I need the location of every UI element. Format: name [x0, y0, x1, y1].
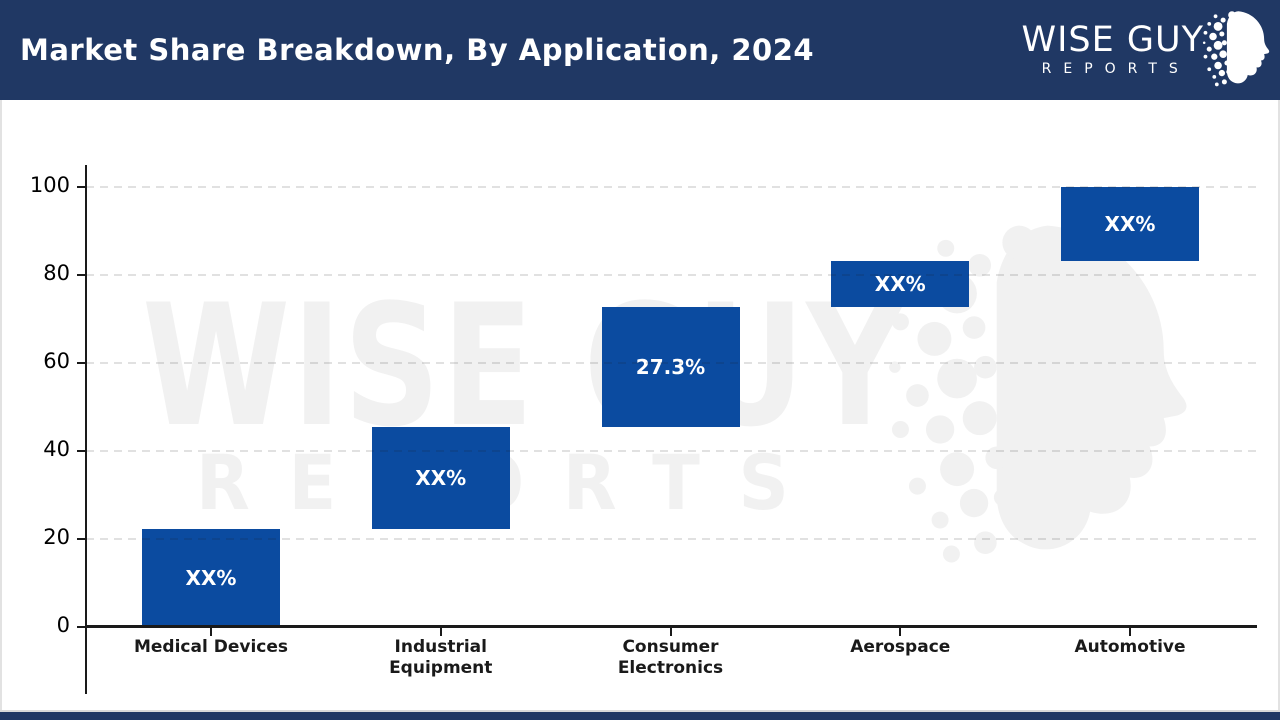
footer-bar: [0, 712, 1280, 720]
y-tick-mark-40: [77, 450, 85, 452]
logo-subtitle: REPORTS: [1041, 61, 1190, 77]
right-border: [1278, 100, 1280, 712]
y-tick-label-80: 80: [43, 261, 70, 285]
gridline-100: [86, 186, 1256, 188]
logo-text: WISE GUY REPORTS: [1021, 20, 1204, 77]
bar-consumer-electronics: 27.3%: [601, 307, 740, 428]
y-tick-label-60: 60: [43, 349, 70, 373]
y-tick-label-0: 0: [56, 613, 70, 637]
y-tick-mark-60: [77, 362, 85, 364]
left-border: [0, 100, 2, 712]
x-tick-mark-5: [1129, 628, 1131, 636]
bar-aerospace: XX%: [831, 260, 970, 308]
gridline-40: [86, 450, 1256, 452]
x-tick-mark-1: [210, 628, 212, 636]
bar-value-label: XX%: [874, 272, 926, 296]
y-tick-label-20: 20: [43, 525, 70, 549]
x-tick-label-4: Aerospace: [850, 637, 951, 657]
y-tick-mark-20: [77, 538, 85, 540]
x-axis-line: [85, 625, 1257, 628]
y-tick-mark-80: [77, 274, 85, 276]
bar-value-label: XX%: [185, 565, 237, 590]
gridline-60: [86, 362, 1256, 364]
page-title: Market Share Breakdown, By Application, …: [20, 33, 815, 67]
x-tick-mark-4: [899, 628, 902, 636]
logo-wordmark: WISE GUY: [1021, 20, 1204, 60]
chart-area: 0 20 40 60 80 100 XX% Medical Devices XX% Industr…: [0, 100, 1280, 712]
y-tick-label-40: 40: [43, 437, 70, 461]
watermark-text-primary: WISE GUY: [142, 268, 906, 464]
x-tick-mark-3: [669, 628, 672, 636]
bar-value-label: XX%: [1104, 211, 1156, 236]
header-bar: Market Share Breakdown, By Application, …: [0, 0, 1280, 100]
x-tick-mark-2: [439, 628, 442, 636]
bar-medical-devices: XX%: [142, 528, 280, 627]
wiseguy-head-icon: [1198, 10, 1276, 92]
bar-automotive: XX%: [1061, 187, 1199, 261]
gridline-80: [86, 274, 1256, 276]
wiseguy-logo: WISE GUY REPORTS: [1020, 8, 1270, 94]
bar-value-label: XX%: [415, 466, 467, 491]
y-tick-mark-100: [77, 186, 85, 188]
y-tick-mark-0: [77, 626, 85, 628]
gridline-20: [86, 538, 1256, 540]
y-axis-line: [85, 165, 87, 694]
footer-hairline: [0, 710, 1280, 712]
bar-value-label: 27.3%: [635, 355, 706, 380]
x-tick-label-1: Medical Devices: [133, 637, 288, 657]
y-tick-label-100: 100: [29, 173, 70, 197]
bar-industrial-equipment: XX%: [371, 427, 510, 529]
x-tick-label-2: Industrial Equipment: [389, 637, 493, 678]
x-tick-label-5: Automotive: [1074, 637, 1186, 657]
x-tick-label-3: Consumer Electronics: [617, 637, 724, 678]
